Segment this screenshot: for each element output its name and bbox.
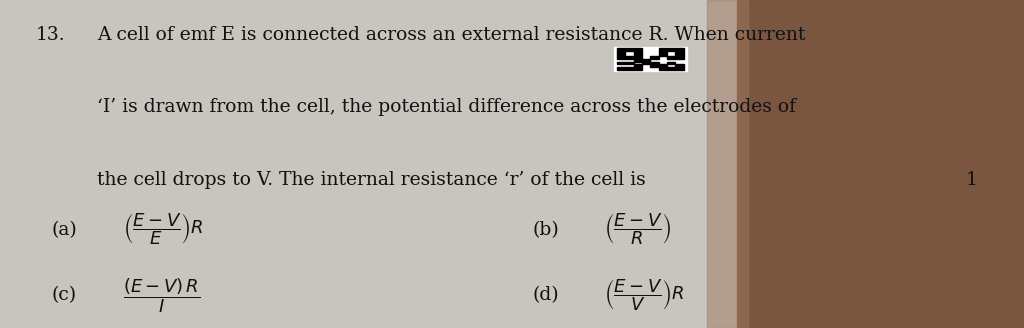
Bar	[634, 54, 642, 56]
Bar	[642, 62, 650, 64]
Bar	[675, 48, 684, 51]
Text: ‘I’ is drawn from the cell, the potential difference across the electrodes of: ‘I’ is drawn from the cell, the potentia…	[97, 98, 797, 116]
Bar	[616, 67, 626, 70]
Bar	[658, 51, 667, 54]
Bar	[616, 62, 626, 64]
Text: (b): (b)	[532, 221, 559, 238]
Bar	[658, 54, 667, 56]
Text: A cell of emf E is connected across an external resistance R. When current: A cell of emf E is connected across an e…	[97, 26, 806, 44]
Bar	[658, 48, 667, 51]
Bar	[658, 64, 667, 67]
Text: (d): (d)	[532, 286, 559, 304]
Bar	[675, 56, 684, 59]
Bar	[737, 0, 1024, 328]
Bar	[650, 64, 658, 67]
Text: $\left(\dfrac{E-V}{R}\right)$: $\left(\dfrac{E-V}{R}\right)$	[604, 212, 672, 247]
Bar	[634, 56, 642, 59]
Bar	[634, 67, 642, 70]
Bar	[675, 64, 684, 67]
Bar	[634, 48, 642, 51]
Bar	[616, 48, 626, 51]
Bar	[616, 51, 626, 54]
Bar	[616, 56, 626, 59]
Bar	[614, 48, 687, 71]
Bar	[667, 67, 675, 70]
Bar	[650, 62, 658, 64]
Text: 1: 1	[966, 171, 978, 189]
Bar	[675, 51, 684, 54]
Bar	[658, 67, 667, 70]
Text: the cell drops to V. The internal resistance ‘r’ of the cell is: the cell drops to V. The internal resist…	[97, 171, 646, 189]
Bar	[650, 56, 658, 59]
Bar	[634, 64, 642, 67]
Bar	[675, 54, 684, 56]
Bar	[626, 48, 634, 51]
Bar	[626, 67, 634, 70]
Text: (c): (c)	[51, 286, 77, 304]
Bar	[642, 59, 650, 62]
Bar	[634, 59, 642, 62]
Bar	[626, 56, 634, 59]
Bar	[616, 54, 626, 56]
Text: $\dfrac{(E-V)\,R}{I}$: $\dfrac{(E-V)\,R}{I}$	[123, 276, 200, 315]
Bar	[667, 62, 675, 64]
Text: $\left(\dfrac{E-V}{V}\right)R$: $\left(\dfrac{E-V}{V}\right)R$	[604, 277, 685, 313]
Text: (a): (a)	[51, 221, 77, 238]
Bar	[707, 0, 748, 328]
Text: $\left(\dfrac{E-V}{E}\right)R$: $\left(\dfrac{E-V}{E}\right)R$	[123, 212, 204, 247]
Bar	[634, 51, 642, 54]
Text: 13.: 13.	[36, 26, 66, 44]
Bar	[667, 56, 675, 59]
Bar	[626, 62, 634, 64]
Bar	[675, 67, 684, 70]
Bar	[667, 48, 675, 51]
